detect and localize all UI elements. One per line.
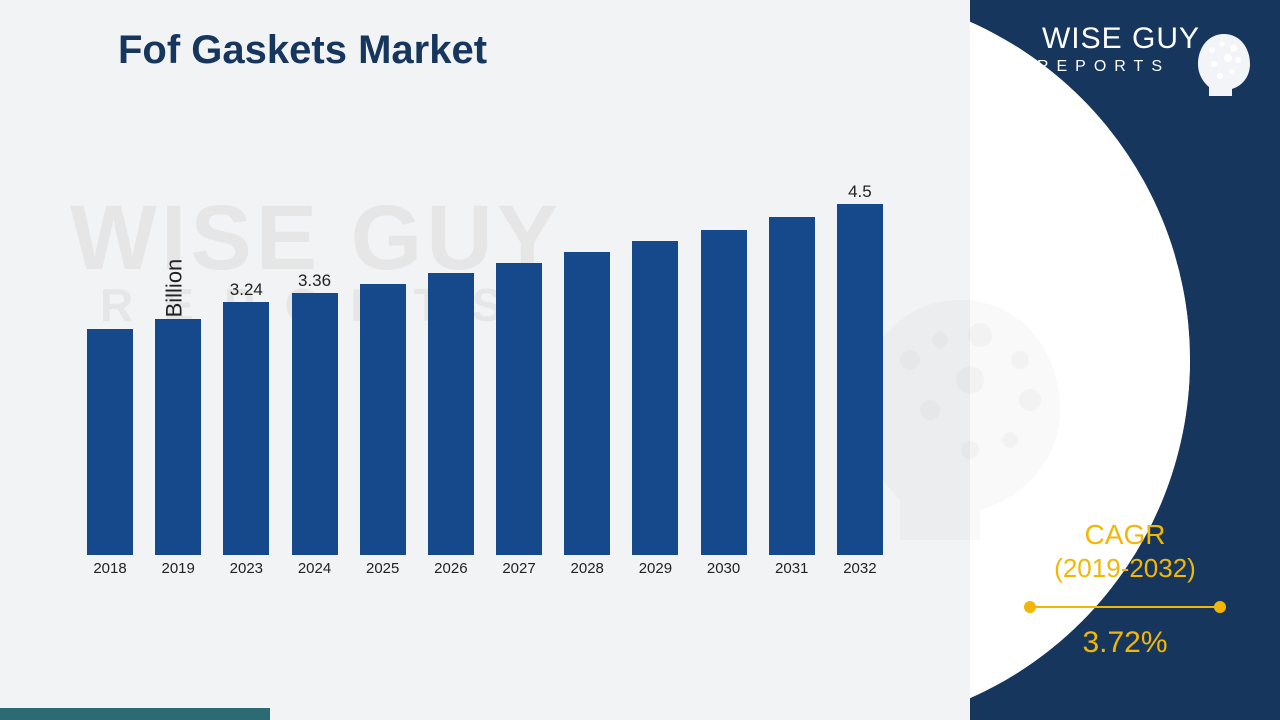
bar-group	[694, 230, 754, 555]
chart-canvas: WISE GUY REPORTS Fof Gaskets Market Mark…	[0, 0, 1280, 720]
bar-group	[762, 217, 822, 555]
x-tick-label: 2028	[557, 560, 617, 577]
bar-value-label: 4.5	[830, 182, 890, 202]
bar	[428, 273, 474, 555]
bar-group	[557, 252, 617, 555]
bar-group	[489, 263, 549, 555]
logo-text-main: WISE GUY	[1037, 22, 1200, 56]
bar-group	[148, 319, 208, 555]
x-tick-label: 2023	[216, 560, 276, 577]
cagr-label: CAGR	[1010, 519, 1240, 551]
bar	[837, 204, 883, 555]
cagr-block: CAGR (2019-2032) 3.72%	[1010, 519, 1240, 660]
bars-container: 3.243.364.5	[80, 165, 890, 555]
bar	[496, 263, 542, 555]
chart-title: Fof Gaskets Market	[118, 28, 487, 73]
logo-text-sub: REPORTS	[1037, 58, 1170, 76]
bar-group	[625, 241, 685, 555]
x-tick-label: 2027	[489, 560, 549, 577]
bar	[87, 329, 133, 555]
bar	[292, 293, 338, 555]
bar-value-label: 3.24	[216, 280, 276, 300]
cagr-divider	[1030, 606, 1220, 608]
x-tick-label: 2026	[421, 560, 481, 577]
x-tick-label: 2032	[830, 560, 890, 577]
bar-group	[353, 284, 413, 555]
bar-group: 3.24	[216, 302, 276, 555]
bar	[564, 252, 610, 555]
bottom-accent-bar	[0, 708, 270, 720]
x-tick-label: 2019	[148, 560, 208, 577]
logo-head-icon	[1194, 30, 1254, 100]
bar-group: 3.36	[285, 293, 345, 555]
bar	[223, 302, 269, 555]
x-tick-label: 2030	[694, 560, 754, 577]
bar-group	[421, 273, 481, 555]
cagr-period: (2019-2032)	[1010, 553, 1240, 584]
bar-group	[80, 329, 140, 555]
x-tick-label: 2025	[353, 560, 413, 577]
bar	[155, 319, 201, 555]
cagr-value: 3.72%	[1010, 626, 1240, 660]
x-tick-label: 2031	[762, 560, 822, 577]
bar	[701, 230, 747, 555]
bar	[360, 284, 406, 555]
x-axis-labels: 2018 2019 2023 2024 2025 2026 2027 2028 2029 2030…	[80, 560, 890, 577]
x-tick-label: 2029	[625, 560, 685, 577]
bar-chart: 3.243.364.5	[80, 165, 890, 555]
brand-logo: WISE GUY REPORTS	[1037, 22, 1258, 76]
bar-group: 4.5	[830, 204, 890, 555]
bar	[769, 217, 815, 555]
x-tick-label: 2018	[80, 560, 140, 577]
bar	[632, 241, 678, 555]
x-tick-label: 2024	[285, 560, 345, 577]
bar-value-label: 3.36	[285, 271, 345, 291]
